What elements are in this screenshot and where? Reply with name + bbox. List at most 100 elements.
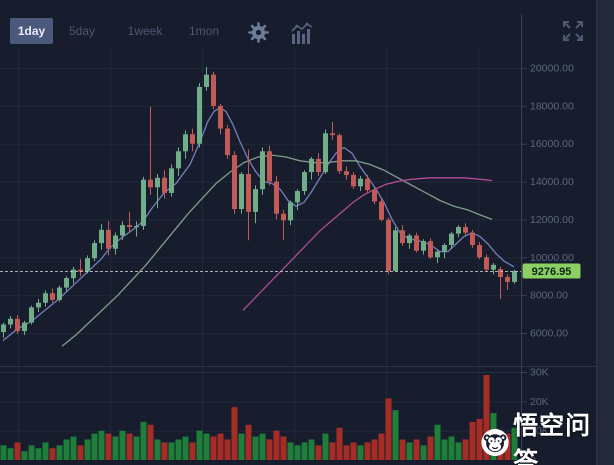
- candle-body: [491, 264, 496, 270]
- volume-bar: [462, 439, 469, 460]
- volume-bar: [266, 439, 273, 460]
- volume-bar: [252, 436, 259, 460]
- volume-bar: [35, 448, 42, 460]
- volume-bar: [112, 436, 119, 460]
- candle-body: [43, 293, 48, 303]
- candle-body: [204, 74, 209, 87]
- candle-body: [1, 324, 6, 333]
- volume-bar: [441, 439, 448, 460]
- candle-body: [463, 227, 468, 233]
- volume-bar: [301, 442, 308, 460]
- moving-average-lines: [2, 107, 515, 347]
- volume-axis-label: 20K: [530, 396, 549, 408]
- price-axis: 20000.00 18000.00 16000.00 14000.00 12000.00…: [521, 63, 574, 465]
- candles-layer[interactable]: [1, 67, 517, 338]
- candle-body: [260, 151, 265, 190]
- volume-bar: [350, 442, 357, 460]
- volume-bar: [56, 445, 63, 460]
- current-price-badge-text: 9276.95: [532, 266, 572, 278]
- volume-bar: [434, 424, 441, 460]
- volume-bar: [217, 433, 224, 460]
- candle-body: [449, 233, 454, 245]
- tab-5day[interactable]: 5day: [68, 24, 96, 38]
- candle-body: [505, 276, 510, 282]
- candle-body: [246, 174, 251, 212]
- gear-icon[interactable]: [247, 21, 270, 44]
- indicator-chart-icon[interactable]: [291, 22, 314, 45]
- candle-body: [169, 168, 174, 193]
- candle-body: [190, 134, 195, 144]
- candle-body: [407, 235, 412, 244]
- volume-bar: [189, 442, 196, 460]
- volume-bar: [308, 439, 315, 460]
- candle-body: [176, 151, 181, 169]
- candle-body: [435, 251, 440, 258]
- candle-body: [113, 235, 118, 249]
- volume-bar: [0, 445, 7, 460]
- volume-bar: [392, 410, 399, 460]
- volume-bar: [287, 442, 294, 460]
- volume-bar: [280, 436, 287, 460]
- volume-bar: [238, 433, 245, 460]
- volume-bar: [455, 442, 462, 460]
- candle-body: [127, 225, 132, 227]
- volume-bar: [147, 424, 154, 460]
- tab-1week[interactable]: 1week: [127, 24, 163, 38]
- candle-body: [239, 174, 244, 210]
- candle-body: [386, 219, 391, 271]
- candle-body: [71, 269, 76, 279]
- candle-body: [456, 227, 461, 234]
- ma-short-line: [2, 107, 515, 342]
- volume-bar: [406, 442, 413, 460]
- volume-bar: [315, 445, 322, 460]
- candle-body: [120, 225, 125, 236]
- watermark-text: 悟空问答: [513, 412, 592, 465]
- volume-bar: [210, 436, 217, 460]
- candle-body: [253, 189, 258, 212]
- price-axis-label: 16000.00: [530, 138, 574, 150]
- candle-body: [344, 171, 349, 175]
- volume-bar: [77, 445, 84, 460]
- candle-body: [57, 287, 62, 300]
- candle-body: [64, 278, 69, 288]
- candle-body: [498, 269, 503, 277]
- volume-bar: [483, 374, 490, 460]
- candle-body: [218, 105, 223, 129]
- price-axis-label: 20000.00: [530, 63, 574, 75]
- volume-bar: [399, 439, 406, 460]
- candle-body: [78, 269, 83, 272]
- volume-bar: [49, 448, 56, 460]
- volume-bar: [203, 433, 210, 460]
- tab-1day[interactable]: 1day: [10, 18, 53, 44]
- volume-bar: [448, 436, 455, 460]
- candle-body: [337, 135, 342, 172]
- chart-toolbar: 1mon 1week 5day 1day: [0, 0, 614, 48]
- volume-bar: [126, 433, 133, 460]
- volume-bar: [154, 439, 161, 460]
- volume-bar: [329, 442, 336, 460]
- price-axis-label: 10000.00: [530, 252, 574, 264]
- volume-bar: [294, 445, 301, 460]
- candle-body: [281, 213, 286, 221]
- fullscreen-expand-icon[interactable]: [562, 20, 585, 43]
- volume-bar: [21, 451, 28, 460]
- candle-body: [428, 241, 433, 258]
- volume-bar: [105, 433, 112, 460]
- volume-axis-label: 0: [530, 455, 536, 465]
- volume-bar: [70, 436, 77, 460]
- candle-body: [92, 243, 97, 259]
- volume-bar: [476, 418, 483, 460]
- candle-body: [470, 232, 475, 245]
- volume-bar: [224, 439, 231, 460]
- volume-bar: [427, 436, 434, 460]
- price-axis-label: 8000.00: [530, 290, 568, 302]
- candle-body: [197, 86, 202, 144]
- candle-body: [379, 201, 384, 220]
- candle-body: [29, 307, 34, 323]
- price-axis-label: 12000.00: [530, 214, 574, 226]
- candle-body: [225, 128, 230, 156]
- tab-1mon[interactable]: 1mon: [188, 24, 220, 38]
- candle-body: [36, 302, 41, 308]
- volume-bar: [182, 436, 189, 460]
